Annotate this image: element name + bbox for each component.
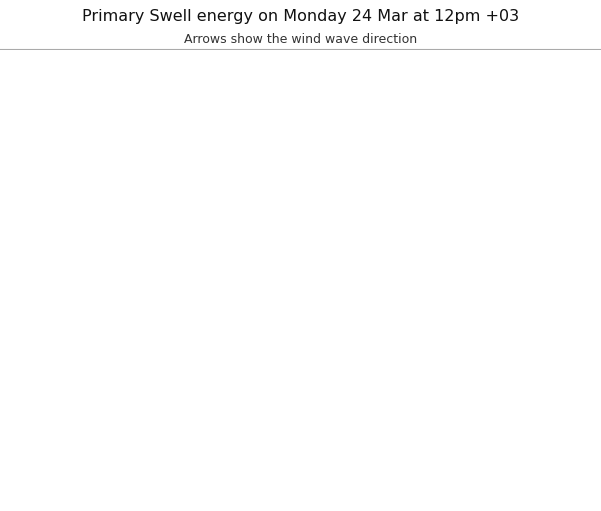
Text: Primary Swell energy on Monday 24 Mar at 12pm +03: Primary Swell energy on Monday 24 Mar at… [82, 9, 519, 24]
Text: Arrows show the wind wave direction: Arrows show the wind wave direction [184, 33, 417, 45]
Text: cartopy not available: cartopy not available [197, 271, 404, 290]
